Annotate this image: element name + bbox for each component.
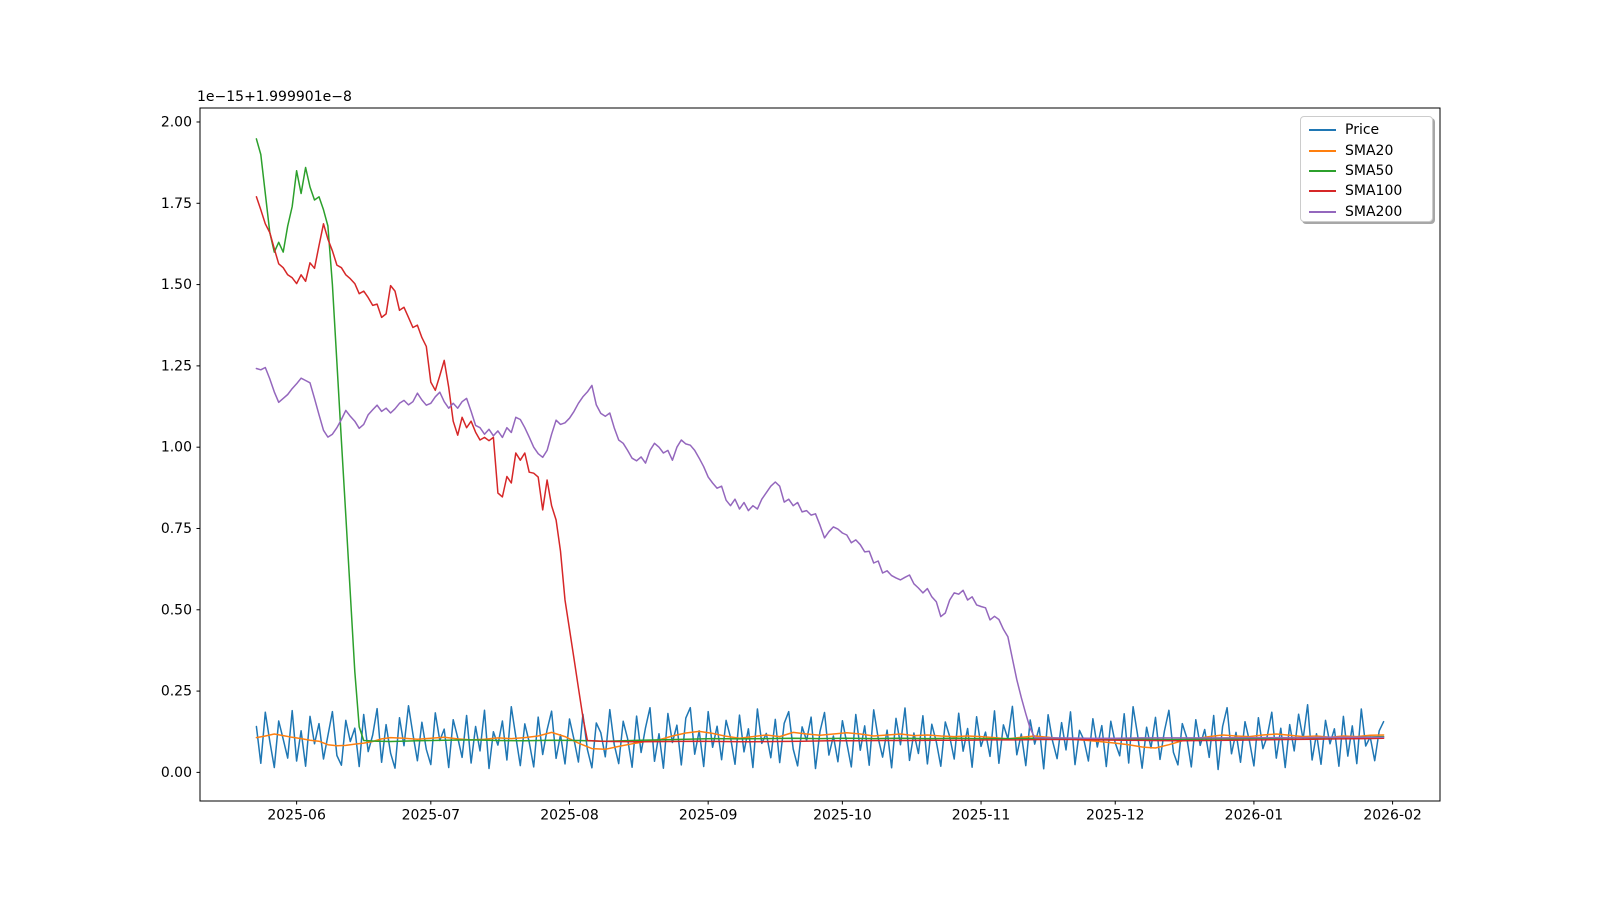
legend-label: SMA100 bbox=[1345, 183, 1403, 200]
sma200-line bbox=[255, 366, 1385, 739]
y-axis-offset-text: 1e−15+1.999901e−8 bbox=[197, 89, 352, 105]
legend-label: SMA50 bbox=[1345, 162, 1394, 179]
legend-line-sample bbox=[1309, 210, 1336, 213]
legend-entry-sma100: SMA100 bbox=[1301, 181, 1432, 201]
legend-label: Price bbox=[1345, 122, 1380, 139]
y-tick-label: 1.00 bbox=[161, 440, 192, 456]
legend-line-sample bbox=[1309, 149, 1336, 152]
y-tick-label: 1.25 bbox=[161, 358, 192, 374]
y-tick-label: 0.75 bbox=[161, 521, 192, 537]
y-tick-label: 0.25 bbox=[161, 684, 192, 700]
x-tick-label: 2025-06 bbox=[267, 808, 326, 824]
sma100-line bbox=[255, 196, 1385, 743]
x-tick-label: 2025-07 bbox=[402, 808, 461, 824]
price-line bbox=[255, 703, 1385, 771]
x-tick-label: 2026-01 bbox=[1225, 808, 1284, 824]
legend-line-sample bbox=[1309, 129, 1336, 132]
x-tick-label: 2025-11 bbox=[952, 808, 1011, 824]
x-tick-label: 2025-08 bbox=[540, 808, 599, 824]
y-tick-label: 2.00 bbox=[161, 114, 192, 130]
x-tick-label: 2025-09 bbox=[679, 808, 738, 824]
legend-entry-sma200: SMA200 bbox=[1301, 202, 1432, 222]
legend-entry-sma50: SMA50 bbox=[1301, 161, 1432, 181]
y-tick-label: 1.50 bbox=[161, 277, 192, 293]
legend-entry-price: Price bbox=[1301, 120, 1432, 140]
legend: Price SMA20 SMA50 SMA100 SMA200 bbox=[1300, 116, 1433, 222]
y-tick-label: 0.50 bbox=[161, 602, 192, 618]
legend-line-sample bbox=[1309, 169, 1336, 172]
x-tick-label: 2026-02 bbox=[1363, 808, 1422, 824]
y-tick-label: 1.75 bbox=[161, 196, 192, 212]
axes-frame bbox=[199, 107, 1441, 802]
x-tick-label: 2025-10 bbox=[813, 808, 872, 824]
sma50-line bbox=[255, 138, 1385, 743]
x-tick-label: 2025-12 bbox=[1086, 808, 1145, 824]
legend-entry-sma20: SMA20 bbox=[1301, 140, 1432, 160]
legend-label: SMA20 bbox=[1345, 142, 1394, 159]
legend-label: SMA200 bbox=[1345, 203, 1403, 220]
y-tick-label: 0.00 bbox=[161, 765, 192, 781]
legend-line-sample bbox=[1309, 190, 1336, 193]
